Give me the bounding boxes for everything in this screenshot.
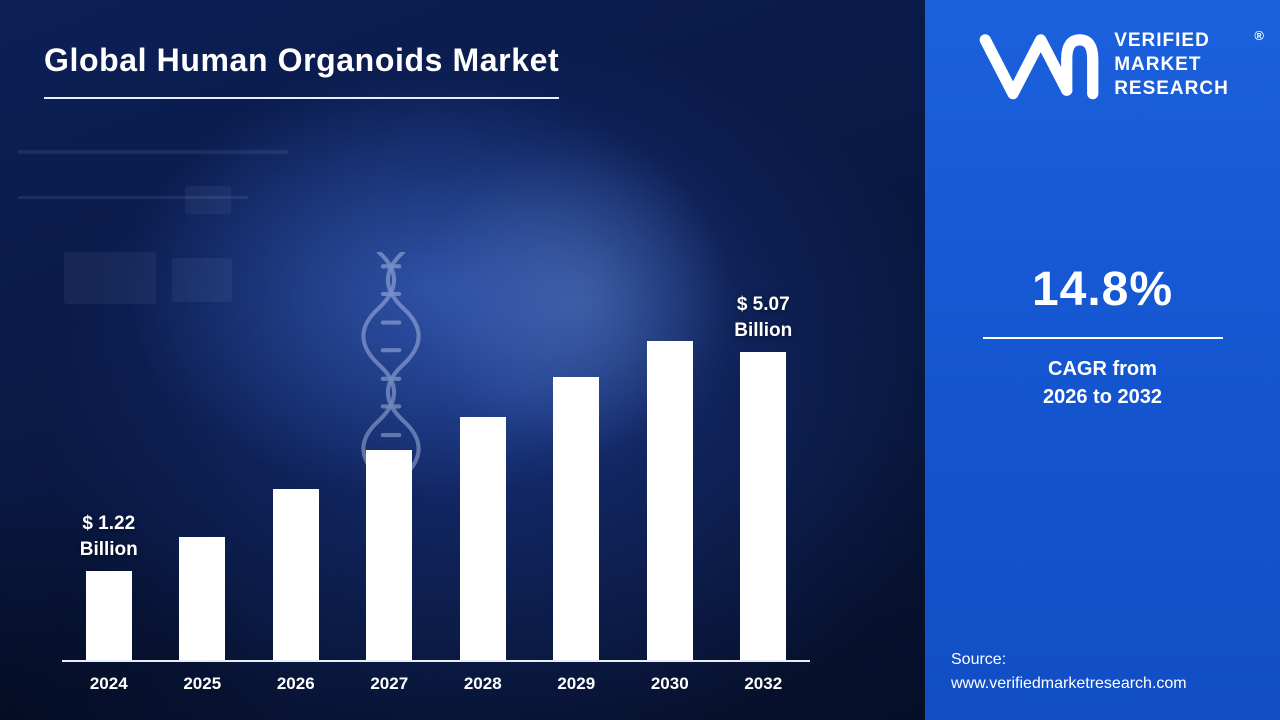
dna-helix-icon [361,252,421,477]
bar-value-label: $ 5.07 Billion [734,294,793,341]
cagr-divider [982,337,1223,339]
bar-2030 [646,340,693,660]
cagr-value: 14.8% [1031,263,1174,316]
logo-line-market: MARKET [1114,53,1202,75]
x-tick-label: 2026 [276,674,315,693]
x-axis-tick-labels: 2024 2025 2026 2027 2028 2029 2030 2032 [62,662,810,694]
bar-2029 [553,376,600,660]
x-tick-label: 2028 [463,674,502,693]
bar-chart-plot-area: $ 1.22 Billion $ 5.07 Billion [62,292,810,660]
x-tick-label: 2030 [650,674,689,693]
bar-column: $ 5.07 Billion [717,292,811,660]
x-tick-label: 2024 [89,674,128,693]
bar-2026 [272,489,319,660]
source-label: Source: [951,651,1007,668]
lab-photo-background [18,98,782,502]
vmr-monogram-icon [979,34,1099,100]
bar-2025 [179,536,226,660]
vmr-logo: VERIFIED MARKET RESEARCH ® [939,26,1266,104]
bar-column [249,292,343,660]
bar-column [530,292,624,660]
vmr-logo-text: VERIFIED MARKET RESEARCH [1114,29,1229,102]
lab-equipment-decoration [172,258,232,302]
x-tick-label: 2025 [183,674,222,693]
bar-column [623,292,717,660]
bar-2024 [85,571,132,660]
logo-line-research: RESEARCH [1114,78,1229,100]
lab-equipment-decoration [185,186,231,214]
x-tick-label: 2032 [744,674,783,693]
x-axis-line [62,660,810,662]
bar-2027 [366,449,413,660]
bar-column [343,292,437,660]
bar-2032 [740,352,787,660]
bar-column [436,292,530,660]
chart-section: Global Human Organoids Market $ 1.22 Bill… [0,0,925,720]
logo-line-verified: VERIFIED [1114,29,1210,51]
registered-trademark-icon: ® [1254,28,1264,43]
lab-equipment-decoration [64,252,156,304]
cagr-caption: CAGR from 2026 to 2032 [925,355,1280,411]
cagr-caption-line2: 2026 to 2032 [1043,386,1162,408]
cagr-block: 14.8% CAGR from 2026 to 2032 [925,262,1280,411]
bar-2028 [459,416,506,660]
source-block: Source: www.verifiedmarketresearch.com [925,648,1280,720]
shelf-decoration [18,150,288,154]
shelf-decoration [18,196,248,199]
bar-column [156,292,250,660]
bar-column: $ 1.22 Billion [62,292,156,660]
source-url: www.verifiedmarketresearch.com [951,675,1187,692]
x-tick-label: 2027 [370,674,409,693]
bar-value-label: $ 1.22 Billion [79,513,138,560]
cagr-caption-line1: CAGR from [1048,358,1157,380]
x-tick-label: 2029 [557,674,596,693]
page-title: Global Human Organoids Market [44,42,560,99]
side-panel: VERIFIED MARKET RESEARCH ® 14.8% CAGR fr… [925,0,1280,720]
bar-chart: $ 1.22 Billion $ 5.07 Billion 2024 2025 2026 2… [62,292,810,694]
